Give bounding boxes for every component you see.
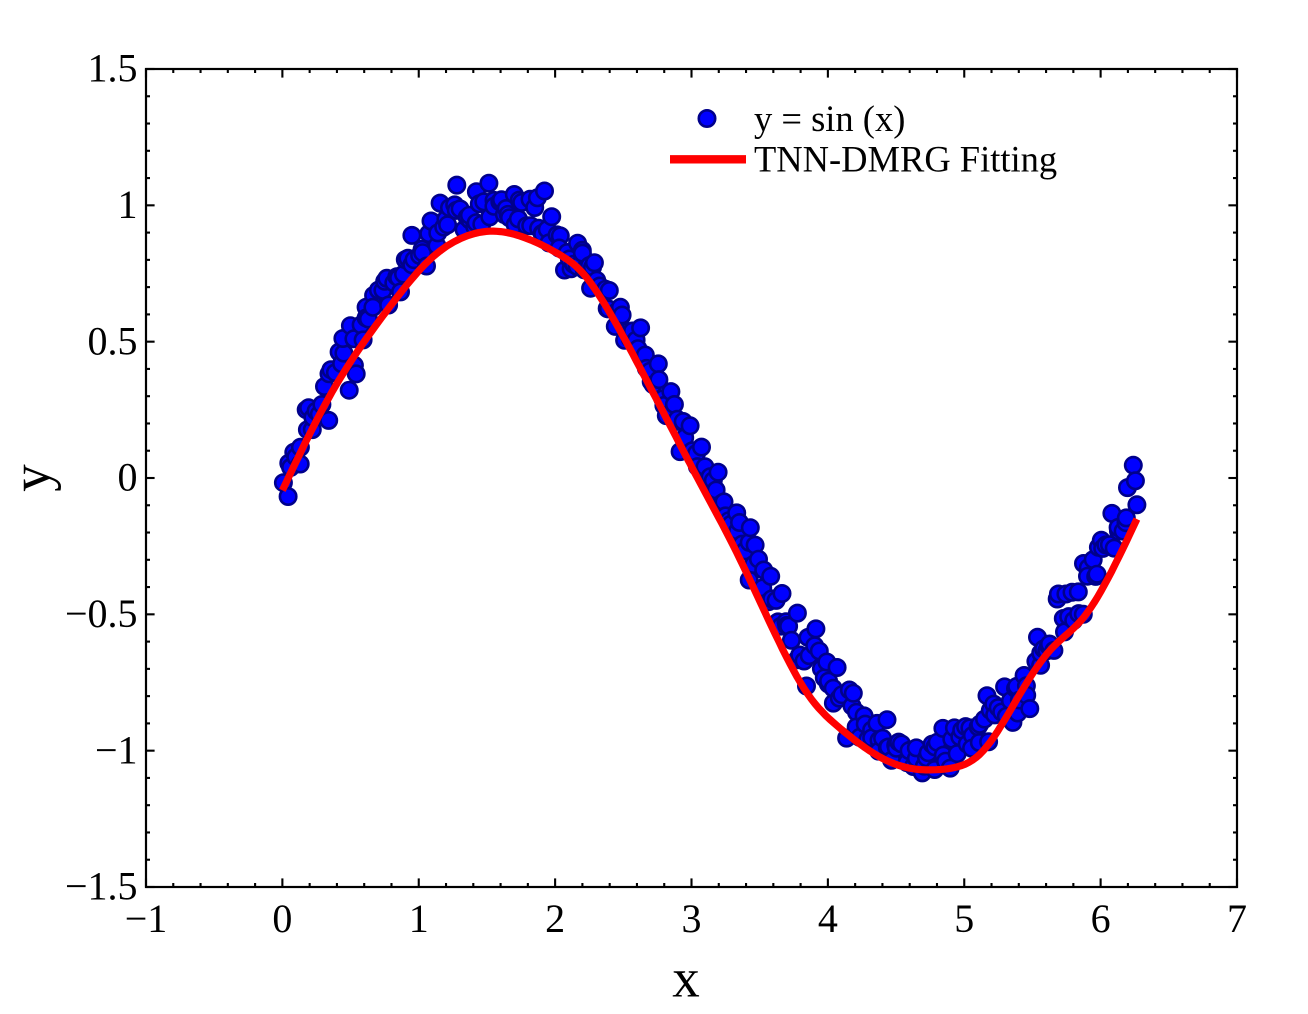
svg-text:1.5: 1.5 — [88, 46, 138, 91]
svg-text:TNN-DMRG Fitting: TNN-DMRG Fitting — [754, 139, 1057, 180]
svg-text:0.5: 0.5 — [88, 318, 138, 363]
svg-text:y = sin (x): y = sin (x) — [754, 98, 905, 139]
svg-text:7: 7 — [1227, 896, 1247, 941]
svg-text:x: x — [672, 948, 700, 1009]
svg-text:1: 1 — [118, 182, 138, 227]
svg-text:0: 0 — [118, 455, 138, 500]
svg-text:5: 5 — [954, 896, 974, 941]
svg-text:−1: −1 — [95, 727, 138, 772]
svg-text:−1.5: −1.5 — [65, 864, 138, 909]
svg-text:0: 0 — [272, 896, 292, 941]
svg-text:3: 3 — [682, 896, 702, 941]
svg-text:1: 1 — [409, 896, 429, 941]
svg-text:6: 6 — [1091, 896, 1111, 941]
svg-text:4: 4 — [818, 896, 838, 941]
svg-text:−1: −1 — [125, 896, 168, 941]
svg-text:2: 2 — [545, 896, 565, 941]
svg-text:y: y — [0, 464, 61, 492]
svg-text:−0.5: −0.5 — [65, 591, 138, 636]
